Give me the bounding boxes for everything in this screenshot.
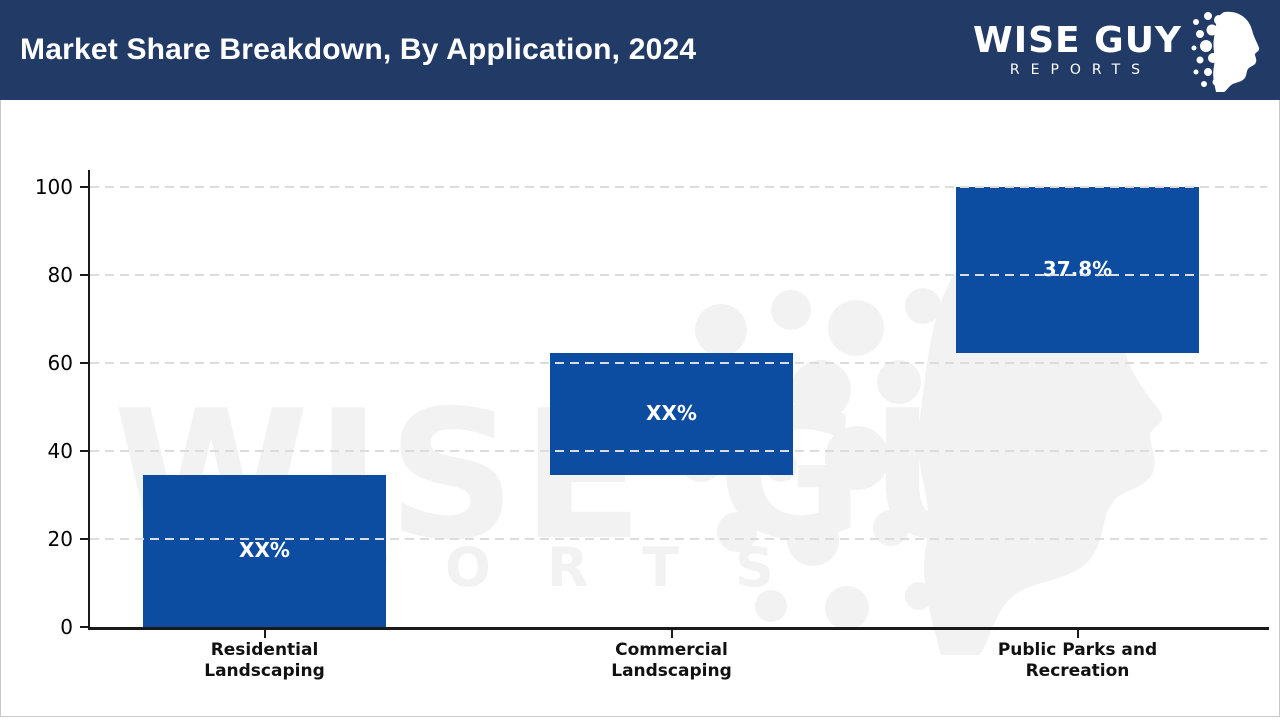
gridline-y-100 [90,185,1267,188]
gridline-y-60 [90,361,1267,364]
x-tick-mark-1 [263,630,266,638]
bar-value-label: 37.8% [1042,256,1113,281]
y-tick-mark-60 [80,361,88,364]
x-category-label-3: Public Parks and Recreation [997,640,1158,682]
y-tick-mark-0 [80,626,88,628]
y-tick-label-80: 80 [47,262,73,287]
bar-segment-1: XX% [143,475,386,627]
x-category-label-2: Commercial Landscaping [611,640,732,682]
y-axis-line [88,170,90,629]
x-category-label-1: Residential Landscaping [204,640,325,682]
x-tick-mark-2 [670,630,673,638]
logo-face-icon [1191,11,1260,92]
x-tick-mark-3 [1076,630,1079,638]
y-tick-label-20: 20 [47,526,73,551]
gridline-y-80 [90,273,1267,276]
y-tick-mark-100 [80,185,88,188]
gridline-y-20 [90,537,1267,540]
chart-title: Market Share Breakdown, By Application, … [20,33,697,66]
bar-segment-3: 37.8% [956,186,1199,353]
x-axis-line [88,627,1269,630]
wise-guy-logo: WISE GUY REPORTS [973,8,1260,92]
logo-text: WISE GUY REPORTS [972,20,1182,78]
header-banner: Market Share Breakdown, By Application, … [0,0,1280,100]
logo-tagline: REPORTS [1009,62,1152,78]
y-tick-label-40: 40 [47,438,73,463]
y-tick-label-0: 0 [60,615,73,639]
y-tick-mark-40 [80,449,88,452]
gridline-y-40 [90,449,1267,452]
y-tick-mark-20 [80,537,88,540]
y-tick-label-60: 60 [47,350,73,375]
logo-name: WISE GUY [972,20,1182,61]
y-tick-mark-80 [80,273,88,276]
plot-area: WISE GUY REPORTS 0 20 40 60 80 100 XX% XX% 37.8… [0,100,1280,717]
bar-value-label: XX% [239,538,290,563]
bar-value-label: XX% [646,401,697,426]
bar-segment-2: XX% [550,353,793,476]
y-tick-label-100: 100 [34,174,73,199]
